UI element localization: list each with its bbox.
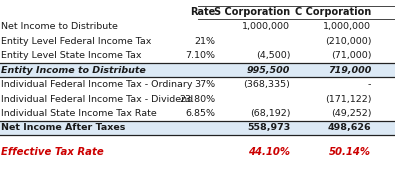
Text: Effective Tax Rate: Effective Tax Rate <box>1 147 103 157</box>
Text: 6.85%: 6.85% <box>185 109 215 118</box>
Text: S Corporation: S Corporation <box>214 8 290 17</box>
Text: Rate: Rate <box>190 8 215 17</box>
Text: 7.10%: 7.10% <box>185 51 215 60</box>
Text: 44.10%: 44.10% <box>248 147 290 157</box>
Text: Individual Federal Income Tax - Ordinary: Individual Federal Income Tax - Ordinary <box>1 80 192 89</box>
Text: C Corporation: C Corporation <box>295 8 371 17</box>
Text: Entity Level State Income Tax: Entity Level State Income Tax <box>1 51 141 60</box>
Text: 1,000,000: 1,000,000 <box>323 22 371 32</box>
Text: 37%: 37% <box>194 80 215 89</box>
Text: 50.14%: 50.14% <box>329 147 371 157</box>
Text: 1,000,000: 1,000,000 <box>242 22 290 32</box>
Text: Entity Level Federal Income Tax: Entity Level Federal Income Tax <box>1 37 151 46</box>
Text: (210,000): (210,000) <box>325 37 371 46</box>
Text: 23.80%: 23.80% <box>179 95 215 104</box>
Text: (171,122): (171,122) <box>325 95 371 104</box>
Text: (49,252): (49,252) <box>331 109 371 118</box>
Text: 719,000: 719,000 <box>328 66 371 75</box>
Text: Net Income to Distribute: Net Income to Distribute <box>1 22 118 32</box>
Bar <box>0 121 395 135</box>
Text: (68,192): (68,192) <box>250 109 290 118</box>
Text: (368,335): (368,335) <box>243 80 290 89</box>
Text: Entity Income to Distribute: Entity Income to Distribute <box>1 66 146 75</box>
Text: 21%: 21% <box>194 37 215 46</box>
Bar <box>0 63 395 77</box>
Text: Net Income After Taxes: Net Income After Taxes <box>1 123 125 133</box>
Text: -: - <box>368 80 371 89</box>
Text: Individual Federal Income Tax - Dividend: Individual Federal Income Tax - Dividend <box>1 95 193 104</box>
Text: 498,626: 498,626 <box>328 123 371 133</box>
Text: 558,973: 558,973 <box>247 123 290 133</box>
Text: Individual State Income Tax Rate: Individual State Income Tax Rate <box>1 109 156 118</box>
Text: 995,500: 995,500 <box>247 66 290 75</box>
Text: (71,000): (71,000) <box>331 51 371 60</box>
Text: (4,500): (4,500) <box>256 51 290 60</box>
